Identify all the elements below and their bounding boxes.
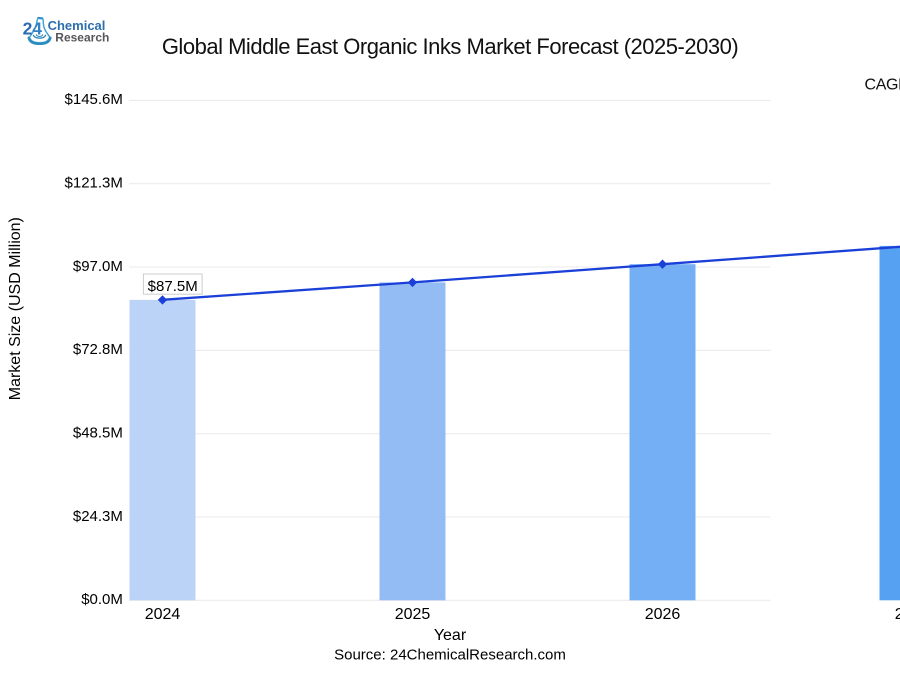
svg-text:$72.8M: $72.8M [73,341,123,358]
svg-text:2024: 2024 [145,606,181,623]
svg-text:Source: 24ChemicalResearch.com: Source: 24ChemicalResearch.com [334,647,566,664]
svg-text:2027: 2027 [895,606,900,623]
svg-text:2: 2 [23,18,33,38]
svg-text:4: 4 [32,18,42,38]
svg-text:$145.6M: $145.6M [65,91,123,108]
svg-text:Chemical: Chemical [48,18,106,33]
svg-text:$87.5M: $87.5M [148,278,198,295]
svg-text:Research: Research [55,31,109,45]
svg-text:2026: 2026 [645,606,681,623]
svg-text:CAGR: 5.6%: CAGR: 5.6% [865,77,900,94]
svg-text:Market Size (USD Million): Market Size (USD Million) [7,217,24,400]
svg-text:$97.0M: $97.0M [73,258,123,275]
svg-text:Global Middle East Organic Ink: Global Middle East Organic Inks Market F… [162,34,738,59]
svg-text:Year: Year [434,627,467,644]
svg-text:$121.3M: $121.3M [65,175,123,192]
svg-text:2025: 2025 [395,606,431,623]
svg-text:$24.3M: $24.3M [73,508,123,525]
svg-text:$48.5M: $48.5M [73,425,123,442]
svg-text:$0.0M: $0.0M [81,591,123,608]
